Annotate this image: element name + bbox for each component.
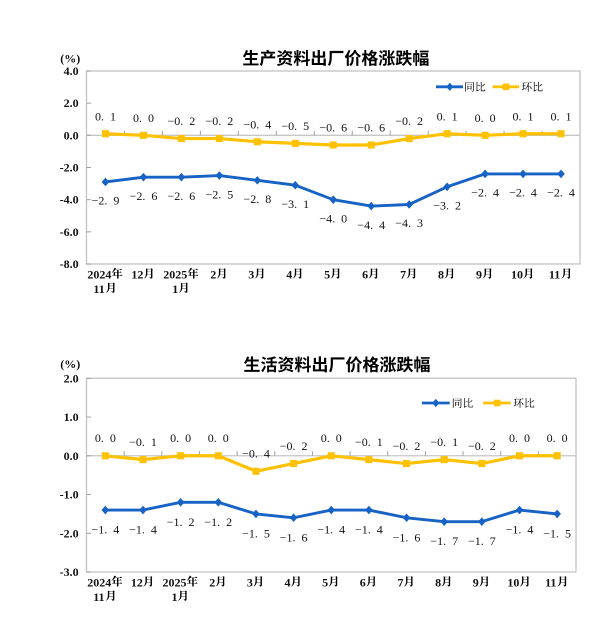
- svg-text:7: 7: [400, 268, 406, 282]
- svg-text:−1. 2: −1. 2: [167, 515, 195, 529]
- svg-text:-2.0: -2.0: [60, 526, 79, 540]
- svg-text:−0. 2: −0. 2: [393, 439, 421, 453]
- svg-text:0.0: 0.0: [64, 128, 79, 142]
- svg-text:11: 11: [549, 268, 560, 282]
- svg-text:8: 8: [438, 268, 444, 282]
- svg-text:5: 5: [322, 576, 328, 590]
- svg-text:8: 8: [435, 576, 441, 590]
- svg-text:2024: 2024: [87, 268, 111, 282]
- svg-text:−0. 2: −0. 2: [168, 114, 196, 128]
- svg-text:−0. 1: −0. 1: [430, 435, 458, 449]
- svg-text:2025: 2025: [163, 268, 187, 282]
- svg-text:-6.0: -6.0: [60, 225, 79, 239]
- svg-text:2025: 2025: [163, 576, 187, 590]
- svg-text:−1. 2: −1. 2: [204, 515, 232, 529]
- svg-text:−1. 4: −1. 4: [506, 523, 534, 537]
- svg-text:1.0: 1.0: [64, 410, 79, 424]
- svg-text:9: 9: [473, 576, 479, 590]
- svg-text:0. 0: 0. 0: [509, 431, 530, 445]
- svg-text:4.0: 4.0: [64, 64, 79, 78]
- svg-text:2024: 2024: [87, 576, 111, 590]
- svg-text:(%): (%): [60, 51, 80, 65]
- svg-text:2.0: 2.0: [64, 371, 79, 385]
- svg-text:−2. 4: −2. 4: [471, 186, 499, 200]
- svg-text:−0. 2: −0. 2: [468, 439, 496, 453]
- svg-text:9: 9: [476, 268, 482, 282]
- svg-text:12: 12: [131, 268, 143, 282]
- svg-text:−4. 4: −4. 4: [357, 218, 385, 232]
- svg-text:−0. 6: −0. 6: [319, 121, 347, 135]
- svg-text:−2. 6: −2. 6: [130, 189, 158, 203]
- svg-text:−0. 4: −0. 4: [243, 117, 271, 131]
- svg-text:0. 0: 0. 0: [547, 431, 568, 445]
- svg-text:0. 0: 0. 0: [475, 111, 496, 125]
- svg-text:−1. 7: −1. 7: [468, 534, 496, 548]
- svg-text:0. 0: 0. 0: [95, 431, 116, 445]
- svg-text:−2. 8: −2. 8: [243, 192, 271, 206]
- svg-text:−4. 0: −4. 0: [319, 211, 347, 225]
- svg-text:−1. 4: −1. 4: [317, 523, 345, 537]
- svg-text:3: 3: [248, 268, 254, 282]
- svg-text:11: 11: [93, 282, 104, 296]
- svg-text:−3. 1: −3. 1: [281, 197, 309, 211]
- svg-text:-1.0: -1.0: [60, 488, 79, 502]
- svg-text:−1. 4: −1. 4: [129, 523, 157, 537]
- svg-text:1: 1: [172, 590, 178, 604]
- svg-text:−2. 6: −2. 6: [168, 189, 196, 203]
- svg-text:1: 1: [172, 282, 178, 296]
- svg-text:−1. 4: −1. 4: [91, 523, 119, 537]
- svg-text:2: 2: [209, 576, 215, 590]
- svg-text:12: 12: [131, 576, 143, 590]
- svg-text:-3.0: -3.0: [60, 565, 79, 579]
- svg-text:−2. 4: −2. 4: [547, 186, 575, 200]
- svg-text:(%): (%): [60, 357, 80, 371]
- svg-text:2: 2: [210, 268, 216, 282]
- svg-text:−1. 4: −1. 4: [355, 523, 383, 537]
- svg-text:−2. 5: −2. 5: [205, 187, 233, 201]
- svg-text:−4. 3: −4. 3: [395, 216, 423, 230]
- svg-text:−1. 5: −1. 5: [543, 526, 571, 540]
- svg-text:-8.0: -8.0: [60, 257, 79, 271]
- svg-text:-4.0: -4.0: [60, 193, 79, 207]
- svg-text:0. 1: 0. 1: [551, 109, 572, 123]
- svg-text:-2.0: -2.0: [60, 161, 79, 175]
- svg-text:−1. 6: −1. 6: [393, 530, 421, 544]
- svg-text:0. 0: 0. 0: [170, 431, 191, 445]
- svg-text:−3. 2: −3. 2: [433, 199, 461, 213]
- svg-text:−0. 2: −0. 2: [395, 114, 423, 128]
- svg-text:10: 10: [507, 576, 519, 590]
- svg-text:0. 0: 0. 0: [321, 431, 342, 445]
- svg-text:0. 1: 0. 1: [95, 109, 116, 123]
- svg-text:0. 0: 0. 0: [133, 111, 154, 125]
- svg-text:−0. 5: −0. 5: [281, 119, 309, 133]
- svg-text:−0. 4: −0. 4: [242, 447, 270, 461]
- svg-text:3: 3: [247, 576, 253, 590]
- svg-text:−1. 5: −1. 5: [242, 526, 270, 540]
- svg-text:0. 1: 0. 1: [513, 109, 534, 123]
- svg-text:−0. 2: −0. 2: [280, 439, 308, 453]
- svg-text:0. 0: 0. 0: [208, 431, 229, 445]
- svg-text:−1. 7: −1. 7: [430, 534, 458, 548]
- svg-text:10: 10: [511, 268, 523, 282]
- svg-text:−2. 4: −2. 4: [509, 186, 537, 200]
- svg-text:4: 4: [286, 268, 292, 282]
- svg-text:2.0: 2.0: [64, 96, 79, 110]
- svg-text:−0. 1: −0. 1: [355, 435, 383, 449]
- svg-text:0. 1: 0. 1: [437, 109, 458, 123]
- svg-text:6: 6: [360, 576, 366, 590]
- svg-text:−0. 2: −0. 2: [205, 114, 233, 128]
- svg-text:−0. 6: −0. 6: [357, 121, 385, 135]
- svg-text:−2. 9: −2. 9: [92, 194, 120, 208]
- svg-text:5: 5: [324, 268, 330, 282]
- svg-text:6: 6: [362, 268, 368, 282]
- svg-text:11: 11: [93, 590, 104, 604]
- svg-text:7: 7: [397, 576, 403, 590]
- svg-text:−0. 1: −0. 1: [129, 435, 157, 449]
- svg-text:4: 4: [285, 576, 291, 590]
- svg-text:11: 11: [545, 576, 556, 590]
- svg-text:0.0: 0.0: [64, 449, 79, 463]
- svg-text:−1. 6: −1. 6: [280, 530, 308, 544]
